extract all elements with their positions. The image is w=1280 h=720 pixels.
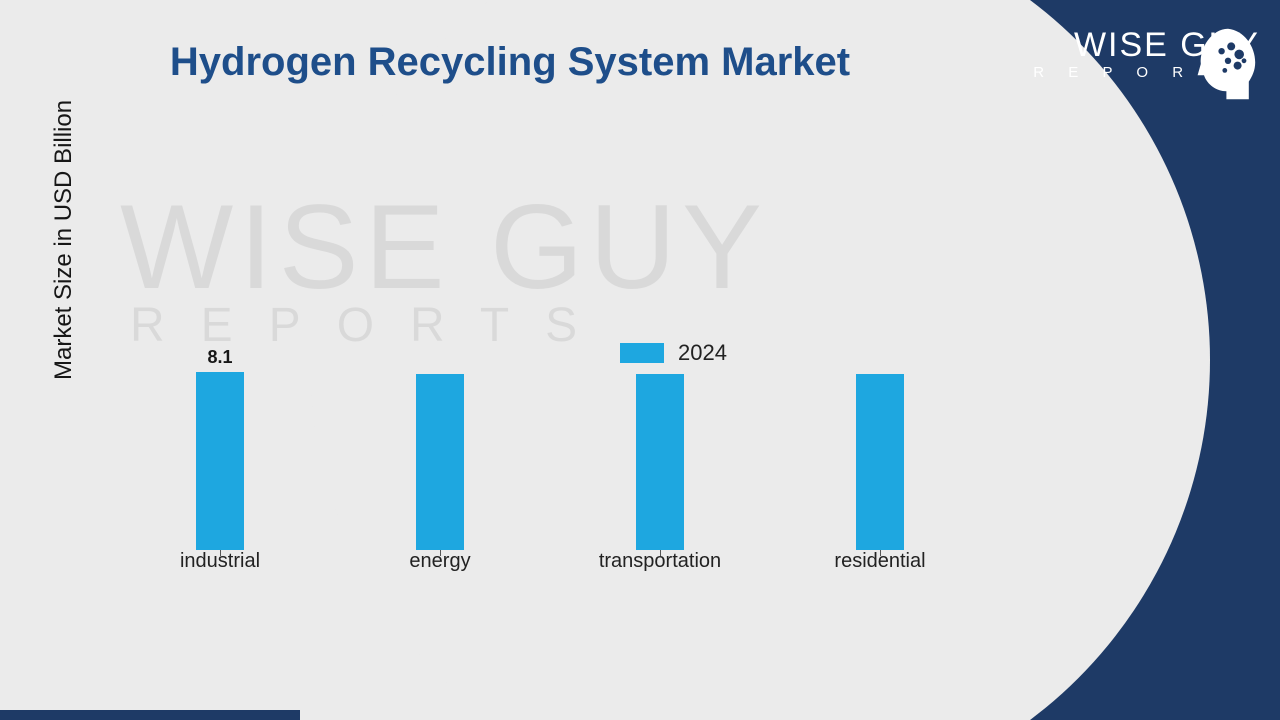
category-label: energy	[370, 550, 510, 610]
bar	[636, 374, 684, 550]
brand-logo: WISE GUY R E P O R T S	[980, 28, 1260, 81]
bar	[856, 374, 904, 550]
plot-area: 2024 8.1industrialenergytransportationre…	[120, 150, 940, 610]
bar	[196, 372, 244, 550]
category-label: industrial	[150, 550, 290, 610]
accent-strip	[0, 710, 300, 720]
bar	[416, 374, 464, 550]
category-label: transportation	[590, 550, 730, 610]
category-label: residential	[810, 550, 950, 610]
chart-title: Hydrogen Recycling System Market	[60, 40, 960, 85]
bar-value-label: 8.1	[150, 347, 290, 368]
chart-card: WISE GUY R E P O R T S Hydrogen Recyclin…	[0, 0, 1280, 720]
legend: 2024	[620, 340, 727, 366]
y-axis-label: Market Size in USD Billion	[50, 100, 78, 380]
head-icon	[1180, 24, 1260, 104]
legend-label: 2024	[678, 340, 727, 366]
legend-swatch	[620, 343, 664, 363]
